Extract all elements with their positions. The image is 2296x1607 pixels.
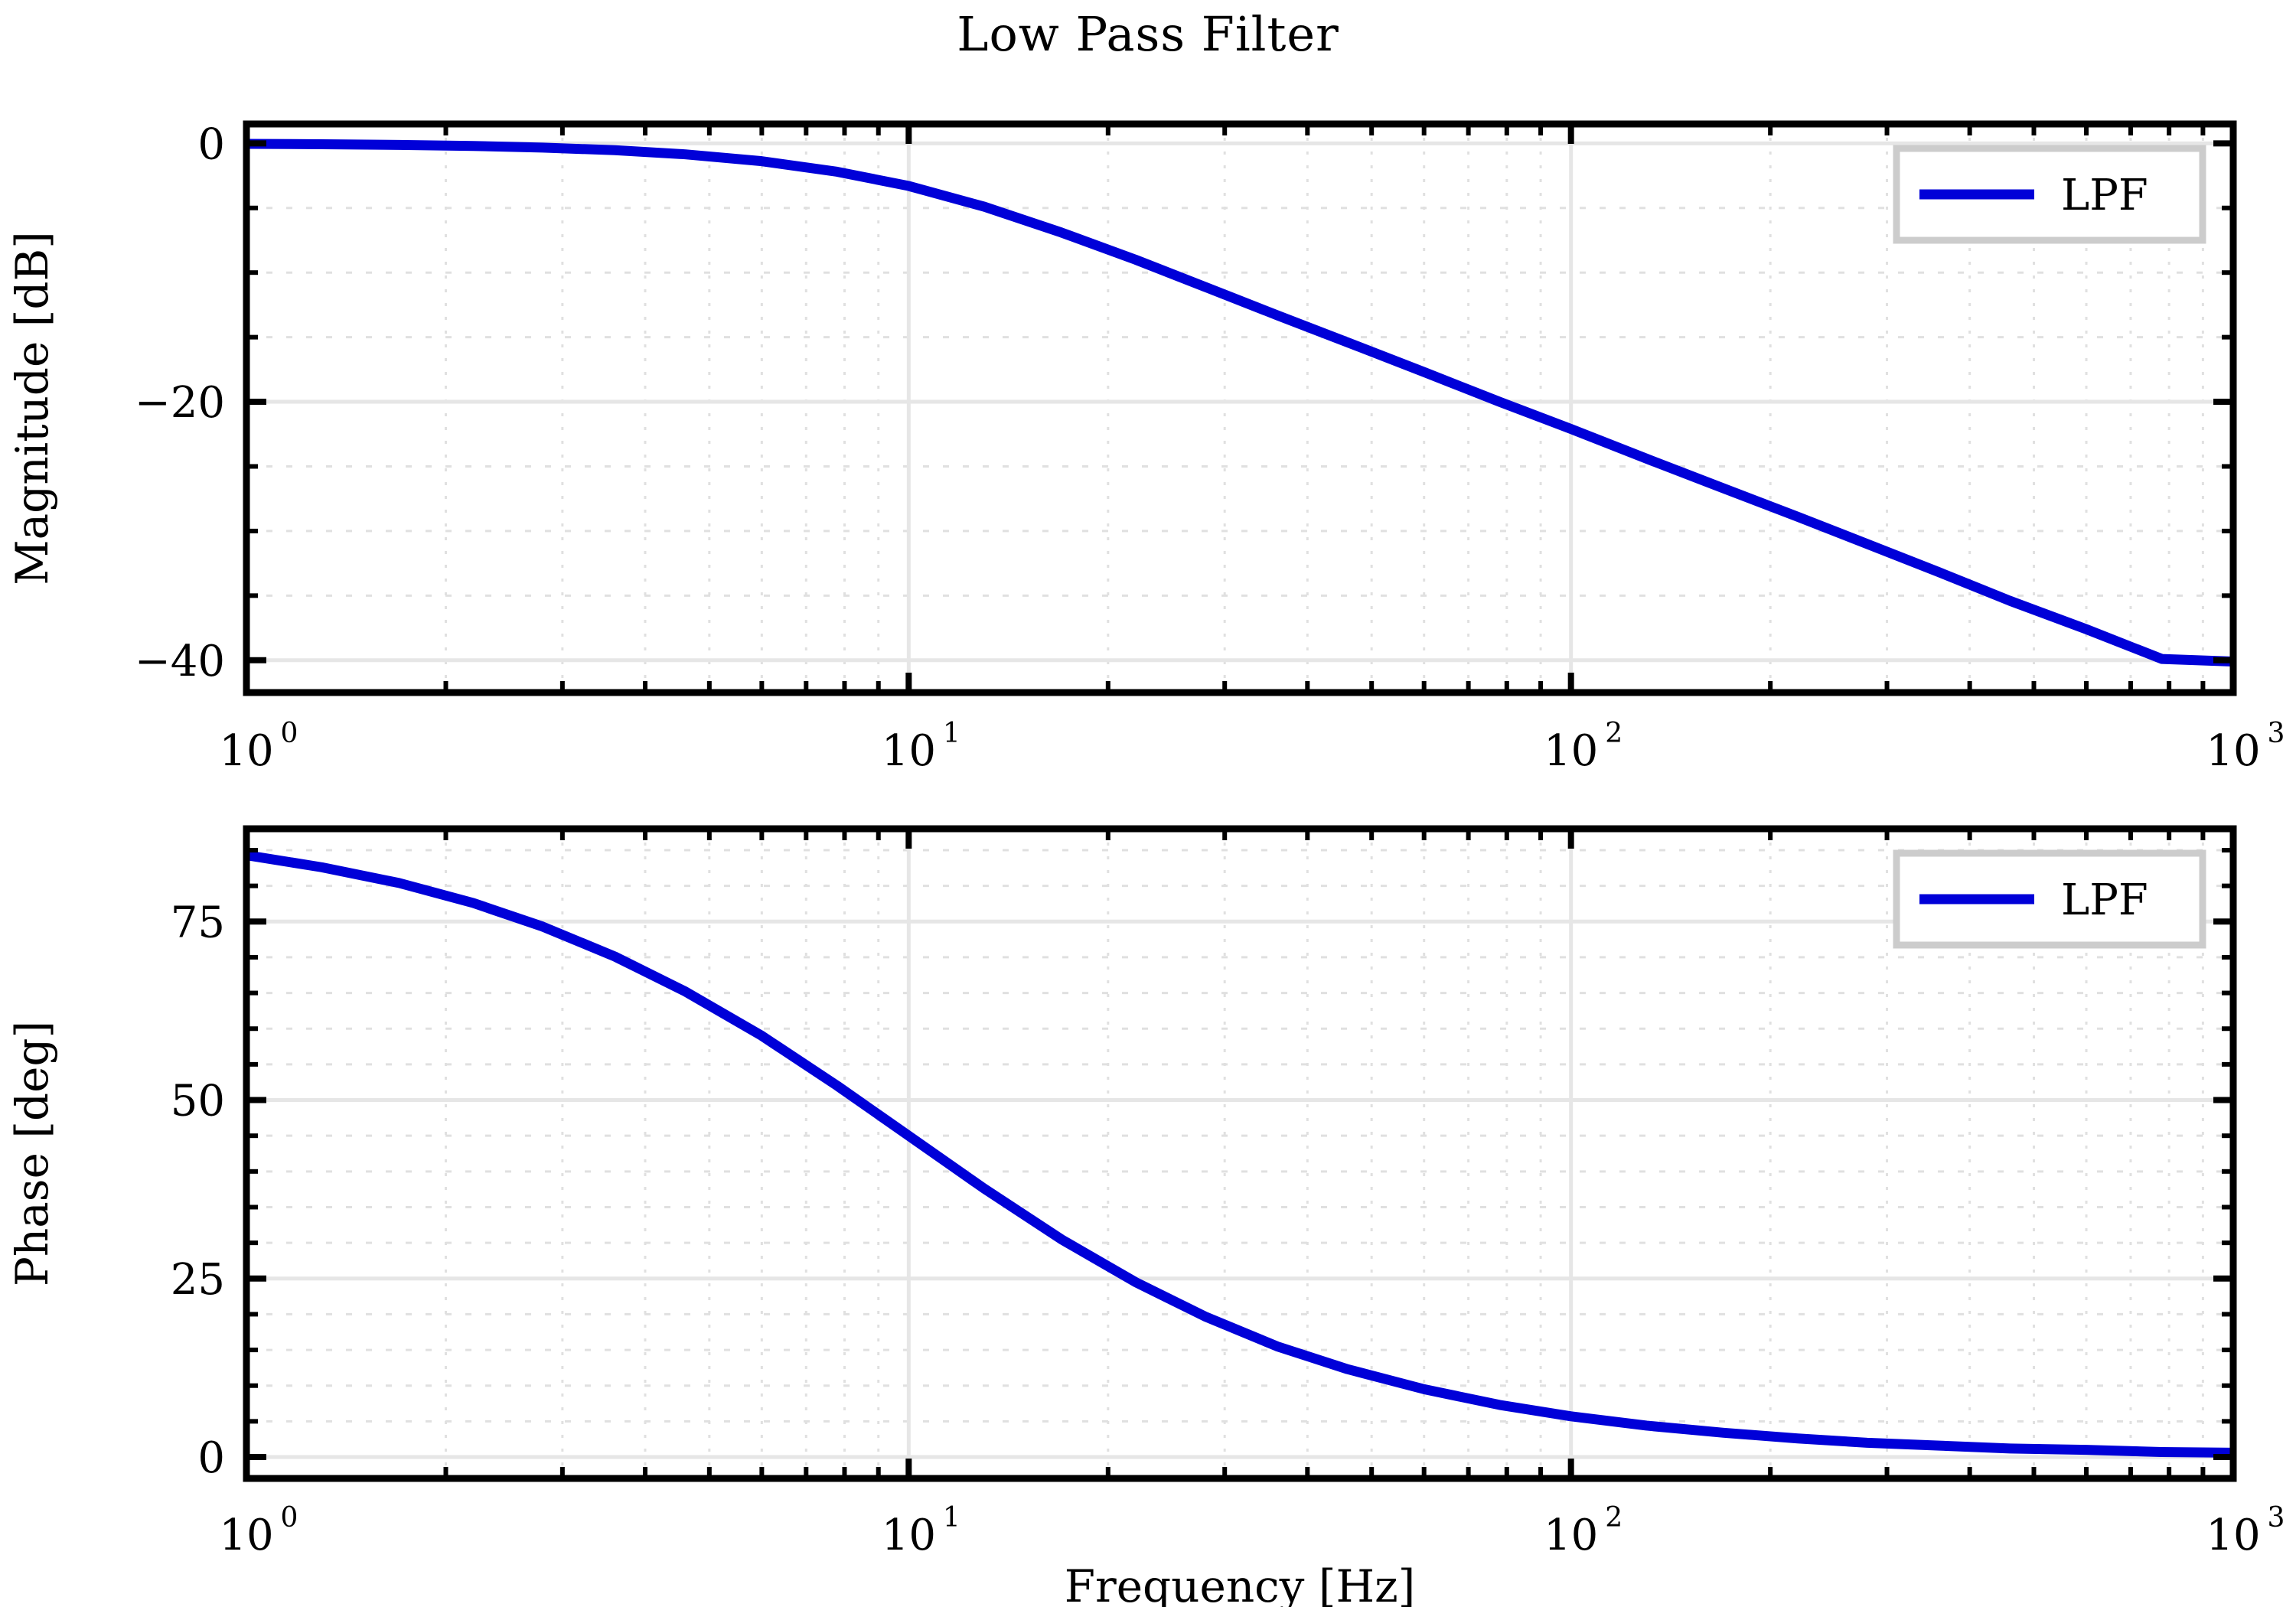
svg-text:10: 10	[2206, 1511, 2260, 1560]
grid-lines	[246, 829, 2236, 1478]
x-tick-labels: 10 0 10 1 10 2 10 3	[219, 1502, 2285, 1560]
x-axis-label: Frequency [Hz]	[1065, 1560, 1416, 1607]
x-tick-label: 10 1	[882, 718, 960, 776]
svg-text:3: 3	[2268, 718, 2285, 749]
y-axis-label: Phase [deg]	[6, 1021, 58, 1286]
data-series-group	[246, 850, 2233, 1458]
y-tick-label: 25	[171, 1255, 225, 1305]
x-tick-label: 10 3	[2206, 1502, 2285, 1560]
svg-text:3: 3	[2268, 1502, 2285, 1534]
svg-text:2: 2	[1605, 1502, 1623, 1534]
svg-text:0: 0	[281, 1502, 298, 1534]
svg-text:1: 1	[943, 718, 960, 749]
figure-title: Low Pass Filter	[957, 6, 1339, 62]
svg-text:0: 0	[281, 718, 298, 749]
series-line-lpf	[246, 139, 2233, 667]
x-tick-label: 10 0	[219, 718, 298, 776]
legend[interactable]: LPF	[1893, 849, 2206, 949]
y-tick-label: −20	[135, 378, 225, 428]
y-tick-label: −40	[135, 637, 225, 686]
legend-label: LPF	[2061, 171, 2148, 220]
axes-frame	[243, 825, 2237, 1482]
axes-frame	[243, 120, 2237, 696]
svg-text:10: 10	[219, 726, 273, 776]
svg-text:10: 10	[1544, 726, 1598, 776]
svg-text:2: 2	[1605, 718, 1623, 749]
x-tick-label: 10 2	[1544, 1502, 1623, 1560]
legend-box	[1893, 145, 2206, 244]
y-tick-label: 0	[197, 1433, 225, 1483]
y-tick-labels: 0 −20 −40	[135, 119, 225, 686]
data-series-group	[246, 139, 2233, 667]
y-tick-label: 50	[171, 1077, 225, 1126]
svg-text:10: 10	[882, 726, 936, 776]
svg-text:10: 10	[882, 1511, 936, 1560]
x-tick-label: 10 0	[219, 1502, 298, 1560]
tick-marks	[243, 124, 2236, 693]
x-tick-label: 10 1	[882, 1502, 960, 1560]
legend[interactable]: LPF	[1893, 145, 2206, 244]
legend-label: LPF	[2061, 875, 2148, 925]
x-tick-label: 10 2	[1544, 718, 1623, 776]
x-tick-label: 10 3	[2206, 718, 2285, 776]
tick-marks	[243, 829, 2236, 1478]
x-tick-labels: 10 0 10 1 10 2 10 3	[219, 718, 2285, 776]
svg-text:1: 1	[943, 1502, 960, 1534]
y-axis-label: Magnitude [dB]	[6, 231, 58, 585]
y-tick-label: 0	[197, 119, 225, 169]
y-tick-labels: 0 25 50 75	[171, 898, 225, 1483]
svg-text:10: 10	[219, 1511, 273, 1560]
y-tick-label: 75	[171, 898, 225, 947]
svg-text:10: 10	[2206, 726, 2260, 776]
series-line-lpf	[246, 850, 2233, 1458]
svg-text:10: 10	[1544, 1511, 1598, 1560]
